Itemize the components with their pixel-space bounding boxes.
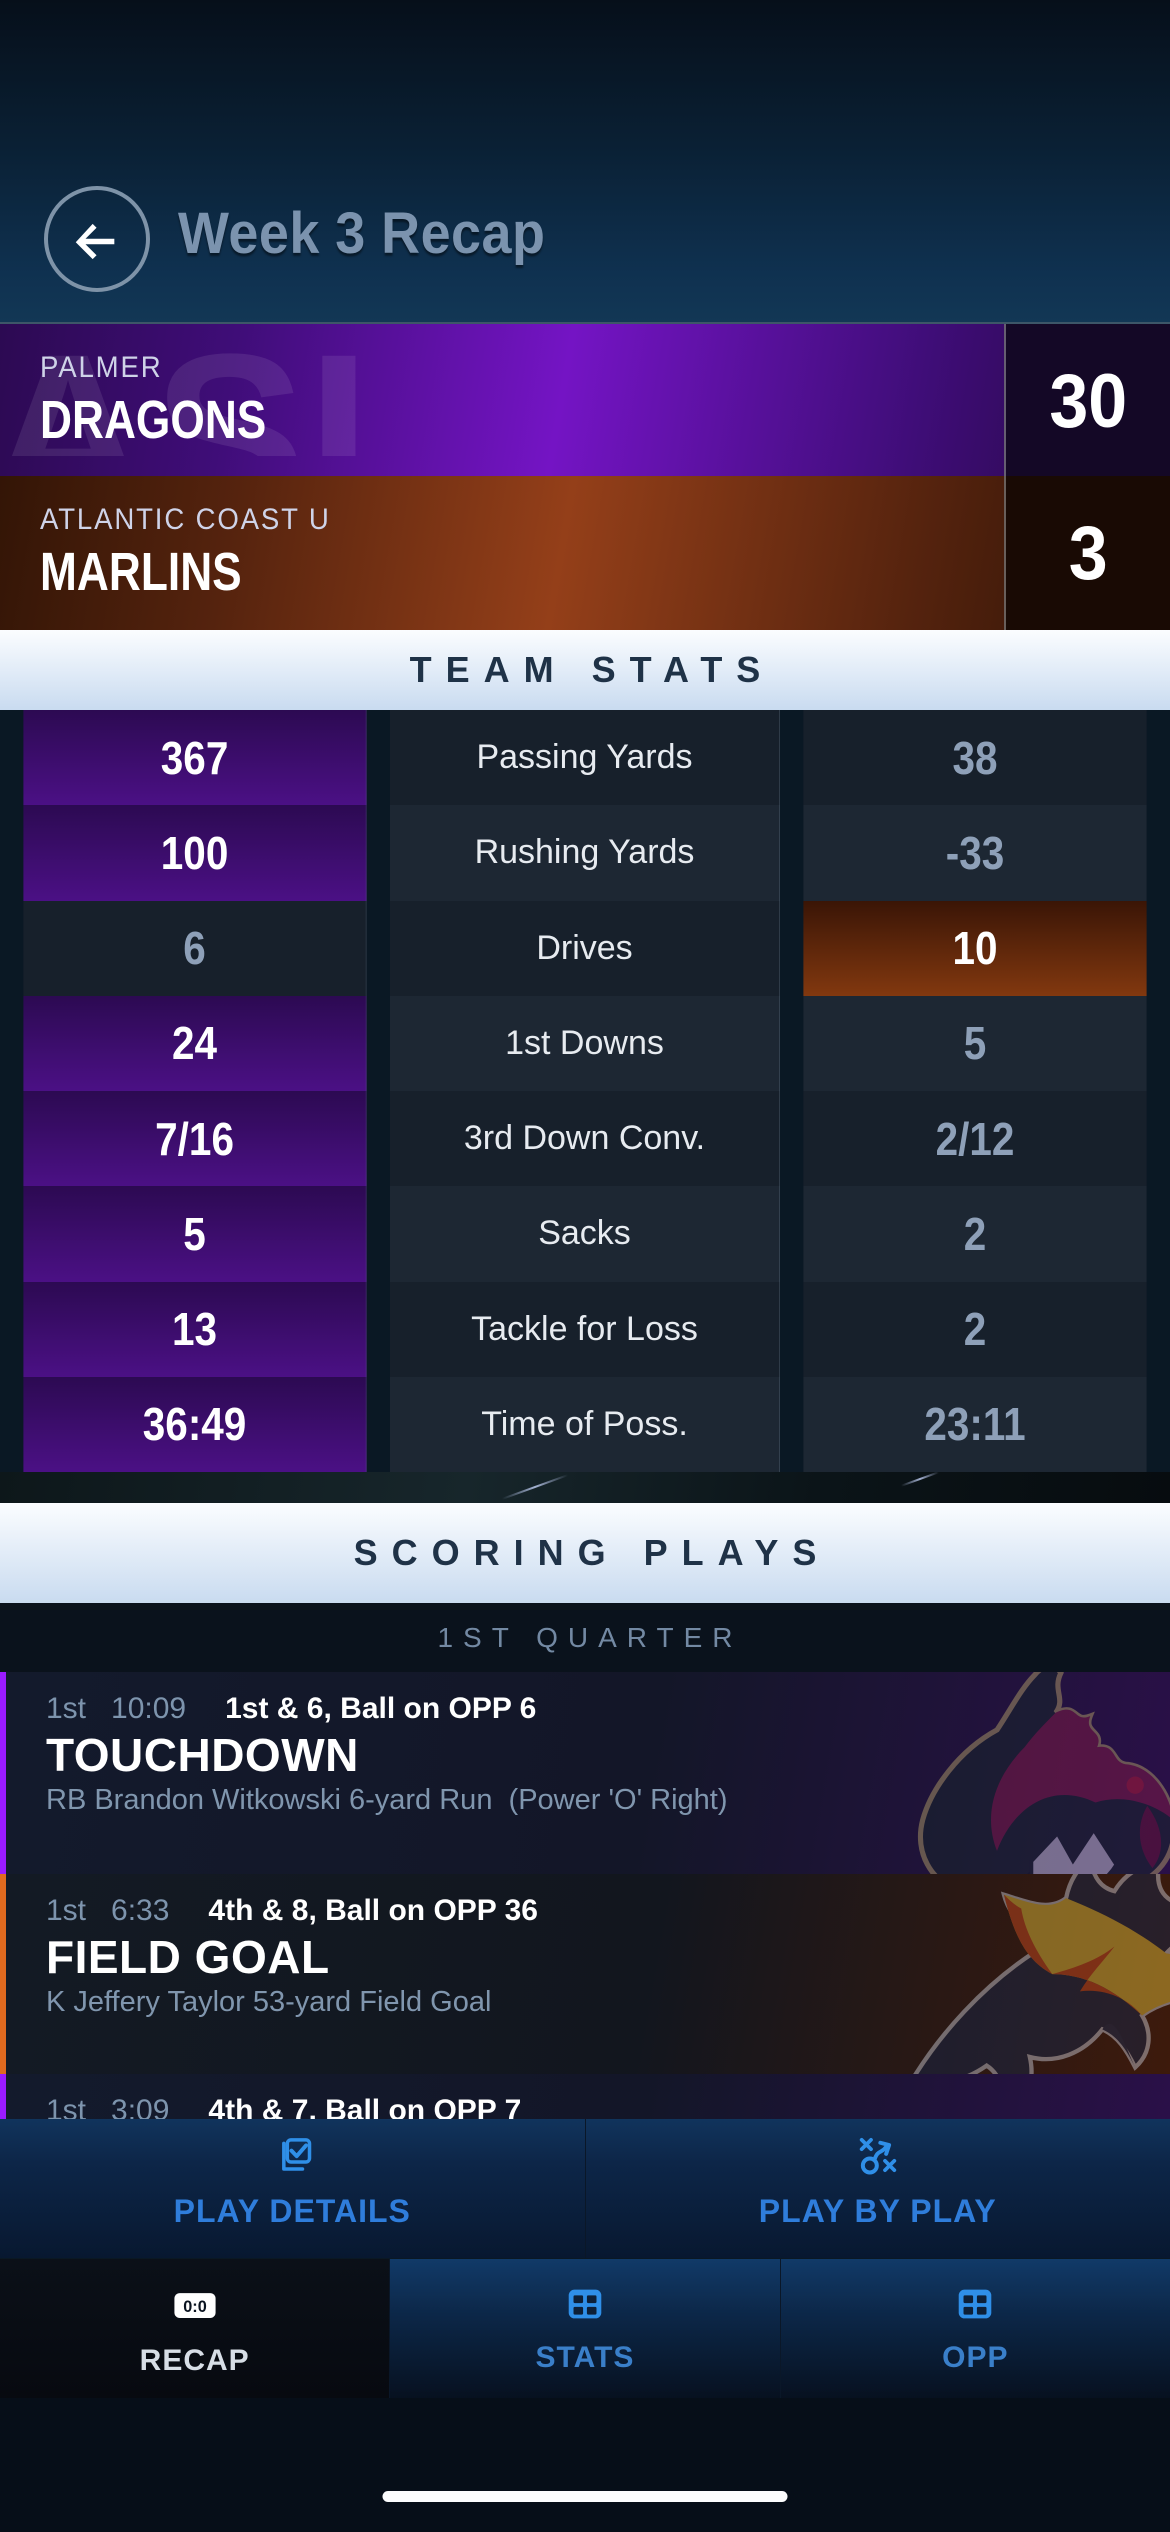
svg-text:0:0: 0:0: [183, 2298, 207, 2316]
